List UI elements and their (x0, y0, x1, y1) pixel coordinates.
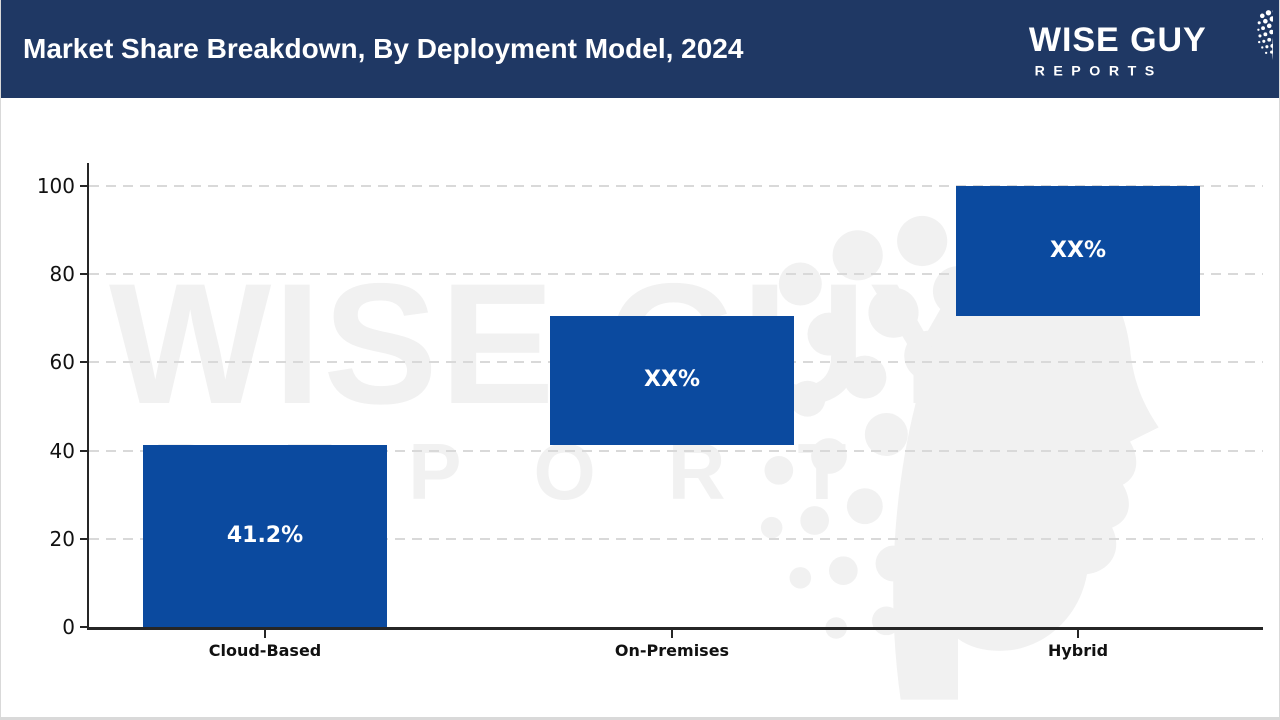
y-tick-100 (80, 185, 89, 187)
gridline-20 (89, 537, 1263, 540)
y-tick-label-60: 60 (49, 350, 75, 375)
x-tick-label-2: Hybrid (1047, 641, 1109, 660)
plot-area: 0 20 40 60 80 100 41.2% Cloud-Based XX% On-Premis… (1, 98, 1279, 717)
x-tick-2 (1077, 630, 1079, 638)
y-tick-label-80: 80 (49, 262, 75, 287)
y-axis-spine (87, 163, 89, 630)
x-tick-label-0: Cloud-Based (208, 641, 322, 660)
y-tick-label-40: 40 (49, 438, 75, 463)
y-tick-label-0: 0 (62, 615, 75, 639)
logo-reports: REPORTS (1035, 63, 1163, 79)
y-tick-label-20: 20 (49, 526, 75, 551)
x-tick-label-1: On-Premises (614, 641, 730, 660)
x-tick-0 (264, 630, 266, 638)
y-tick-0 (80, 626, 89, 628)
logo-wordmark: WISE GUY (1029, 21, 1207, 59)
gridline-40 (89, 449, 1263, 452)
x-tick-1 (671, 630, 673, 638)
bar-value-label: XX% (644, 367, 700, 393)
y-tick-label-100: 100 (36, 174, 75, 198)
header: Market Share Breakdown, By Deployment Mo… (1, 0, 1279, 98)
y-tick-40 (80, 449, 89, 452)
bar-value-label: 41.2% (226, 523, 304, 549)
x-axis-spine (87, 627, 1263, 630)
bar-value-label: XX% (1050, 237, 1106, 263)
bar-hybrid: XX% (956, 186, 1200, 316)
wiseguy-logo: WISE GUY REPORTS (1029, 4, 1273, 79)
bar-cloud-based: 41.2% (143, 445, 387, 627)
gridline-100 (89, 185, 1263, 187)
logo-face-icon (1257, 7, 1273, 60)
bar-on-premises: XX% (550, 315, 794, 446)
page-title: Market Share Breakdown, By Deployment Mo… (23, 33, 744, 64)
gridline-80 (89, 273, 1263, 276)
y-tick-60 (80, 361, 89, 364)
y-tick-80 (80, 273, 89, 276)
y-tick-20 (80, 537, 89, 540)
